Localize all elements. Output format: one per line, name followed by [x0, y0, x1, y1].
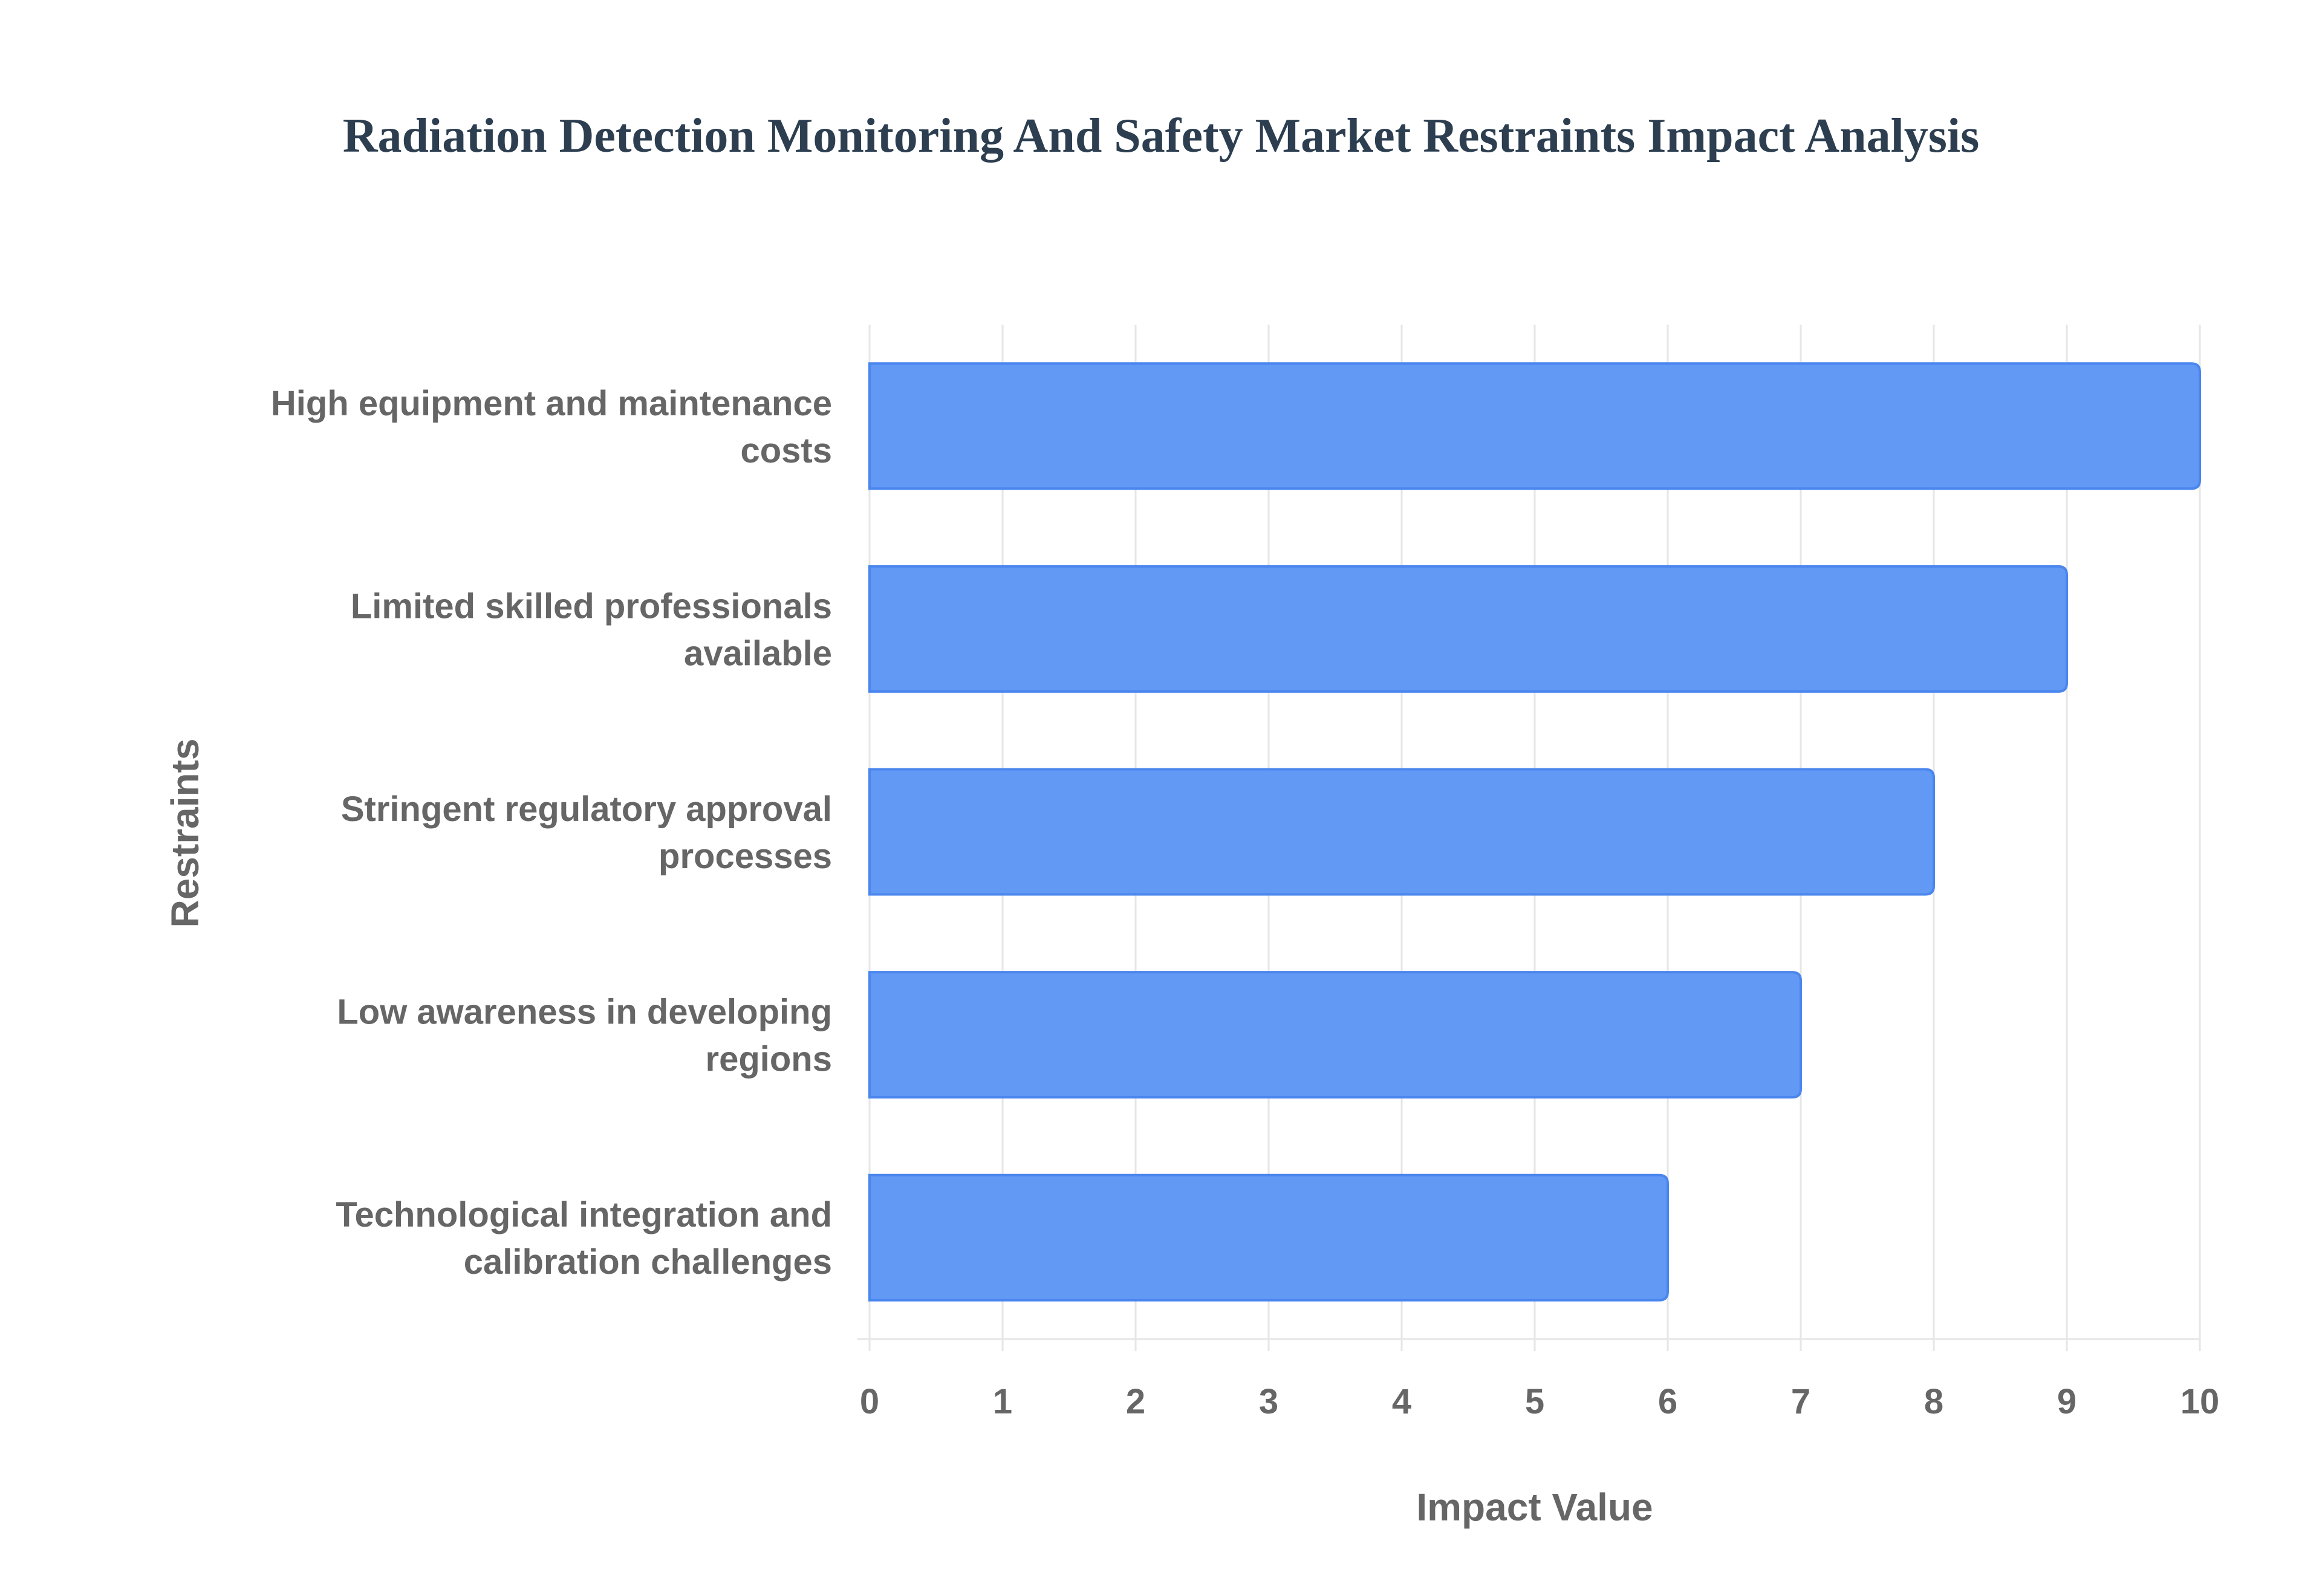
- y-tick-label: calibration challenges: [464, 1242, 832, 1282]
- x-tick-label: 0: [860, 1382, 879, 1421]
- x-tick-label: 3: [1259, 1382, 1278, 1421]
- chart-title: Radiation Detection Monitoring And Safet…: [342, 109, 1980, 163]
- y-tick-label: Limited skilled professionals: [351, 586, 832, 626]
- x-tick-label: 4: [1392, 1382, 1411, 1421]
- y-tick-label: costs: [740, 431, 832, 470]
- x-axis-title: Impact Value: [1416, 1485, 1653, 1529]
- x-tick-label: 7: [1791, 1382, 1810, 1421]
- y-tick-label: Stringent regulatory approval: [341, 790, 832, 829]
- bar: [868, 362, 2201, 490]
- y-tick-label: available: [684, 634, 832, 673]
- x-tick-label: 9: [2057, 1382, 2076, 1421]
- y-axis-title: Restraints: [163, 739, 207, 928]
- bar: [868, 565, 2068, 693]
- x-tick-label: 8: [1924, 1382, 1943, 1421]
- x-tick-label: 1: [993, 1382, 1012, 1421]
- y-tick-label: processes: [659, 837, 832, 876]
- x-tick-label: 6: [1658, 1382, 1677, 1421]
- bar: [868, 971, 1802, 1099]
- y-tick-label: High equipment and maintenance: [271, 384, 832, 423]
- bar: [868, 768, 1935, 896]
- x-tick-label: 5: [1525, 1382, 1544, 1421]
- x-tick-label: 10: [2181, 1382, 2220, 1421]
- y-tick-label: regions: [706, 1040, 833, 1079]
- y-tick-label: Low awareness in developing: [337, 993, 832, 1032]
- y-tick-label: Technological integration and: [336, 1195, 832, 1234]
- bar: [868, 1173, 1669, 1302]
- x-tick-label: 2: [1126, 1382, 1145, 1421]
